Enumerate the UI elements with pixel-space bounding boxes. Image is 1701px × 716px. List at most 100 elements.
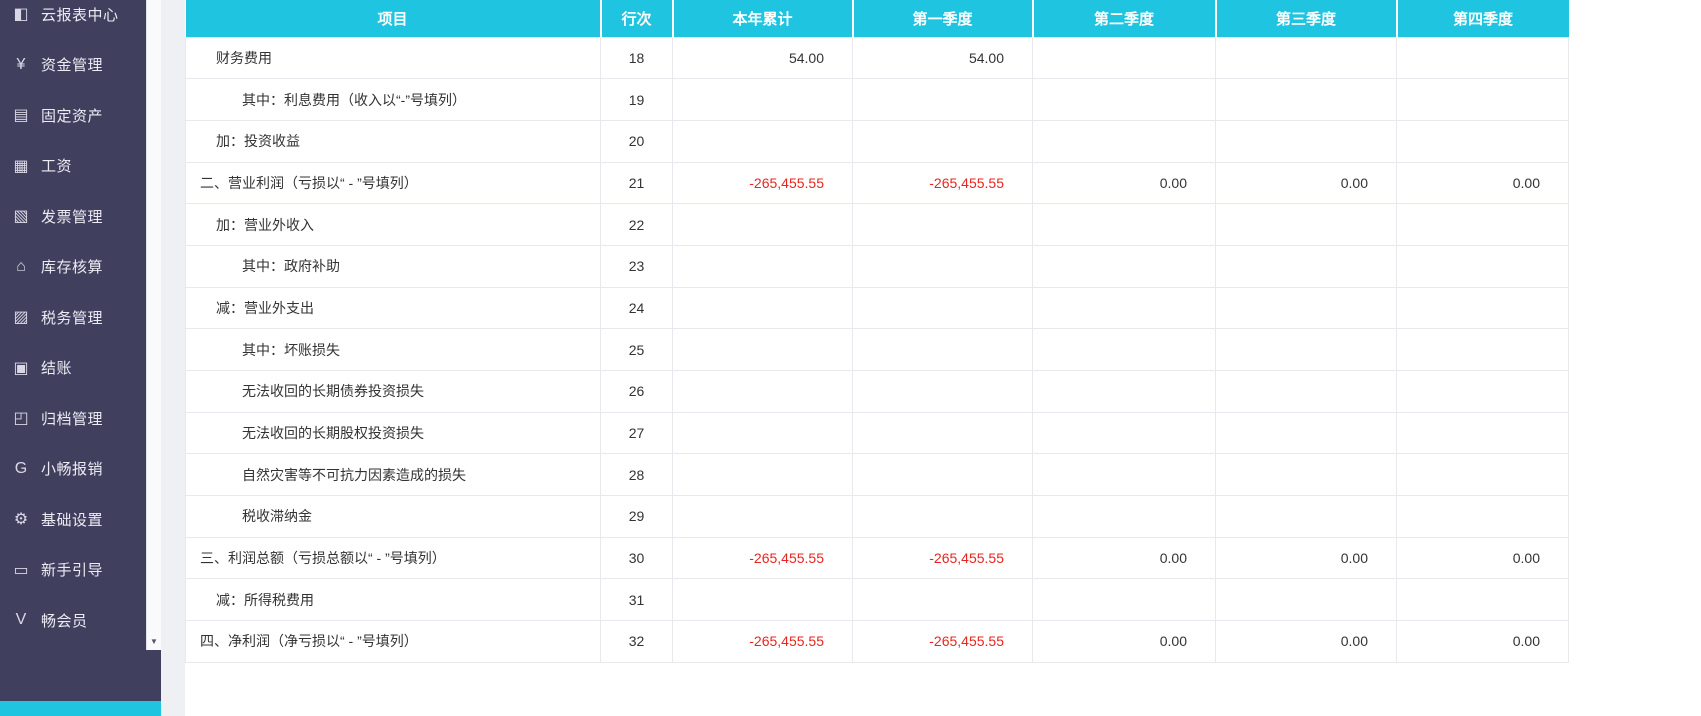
row-value-cell: 54.00 [672,36,853,80]
sidebar-item-label: 库存核算 [41,259,104,277]
sidebar-item-archive-management[interactable]: ◰ 归档管理 [0,393,161,444]
reimburse-icon: G [14,459,28,477]
row-item-label: 其中：坏账损失 [185,328,601,371]
sidebar-item-basic-settings[interactable]: ⚙ 基础设置 [0,494,161,545]
sidebar-item-tax-management[interactable]: ▨ 税务管理 [0,292,161,343]
row-line-number: 31 [600,578,673,622]
row-value-cell [852,328,1033,371]
row-value-cell [852,578,1033,622]
table-row: 三、利润总额（亏损总额以“ - ”号填列） 30 -265,455.55 -265,4… [185,536,1569,580]
row-value-cell: 0.00 [1396,536,1569,580]
row-value-cell [1396,36,1569,80]
row-value-cell: 0.00 [1215,161,1397,205]
row-value-cell [1396,286,1569,330]
invoice-icon: ▧ [13,208,29,226]
fixed-assets-icon: ▤ [13,107,29,125]
scroll-down-arrow-icon[interactable]: ▼ [150,637,158,646]
sidebar-item-label: 归档管理 [41,410,104,428]
row-item-label: 加：营业外收入 [185,203,601,246]
row-value-cell [672,119,853,163]
salary-icon: ▦ [13,157,29,175]
col-header-line: 行次 [600,0,674,37]
row-value-cell [1032,244,1216,288]
row-value-cell [852,244,1033,288]
table-row: 减：所得税费用 31 [185,578,1569,622]
row-value-cell [1215,36,1397,80]
cloud-report-icon: ◧ [13,6,29,24]
sidebar-item-closing[interactable]: ▣ 结账 [0,343,161,394]
sidebar-item-label: 云报表中心 [41,6,119,24]
row-value-cell [1032,36,1216,80]
row-value-cell [1396,119,1569,163]
table-header-row: 项目 行次 本年累计 第一季度 第二季度 第三季度 第四季度 [185,0,1569,37]
col-header-q2: 第二季度 [1032,0,1217,37]
row-line-number: 28 [600,453,673,497]
sidebar-item-label: 结账 [41,360,73,378]
sidebar-item-selected-partial[interactable] [0,701,161,716]
row-value-cell [1032,453,1216,497]
table-row: 无法收回的长期债券投资损失 26 [185,370,1569,413]
sidebar-item-cloud-report-center[interactable]: ◧ 云报表中心 [0,0,161,40]
tax-icon: ▨ [13,309,29,327]
row-item-label: 加：投资收益 [185,119,601,163]
profit-statement-table: 项目 行次 本年累计 第一季度 第二季度 第三季度 第四季度 财务费用 18 54.… [185,0,1569,663]
row-line-number: 20 [600,119,673,163]
guide-icon: ▭ [13,561,29,579]
row-value-cell [1215,78,1397,121]
row-value-cell [1032,203,1216,246]
row-value-cell [672,411,853,455]
row-value-cell [1215,453,1397,497]
row-item-label: 其中：利息费用（收入以“-”号填列） [185,78,601,121]
row-value-cell [852,453,1033,497]
row-value-cell [852,370,1033,413]
sidebar-item-inventory-accounting[interactable]: ⌂ 库存核算 [0,242,161,293]
col-header-q1: 第一季度 [852,0,1034,37]
sidebar-item-fund-management[interactable]: ¥ 资金管理 [0,40,161,91]
row-value-cell [672,578,853,622]
sidebar-scrollbar[interactable]: ▼ [146,0,161,650]
row-value-cell [1032,578,1216,622]
row-value-cell: -265,455.55 [852,536,1033,580]
row-value-cell [1215,370,1397,413]
fund-money-icon: ¥ [16,55,26,73]
row-value-cell [1396,328,1569,371]
row-value-cell [1215,119,1397,163]
col-header-item: 项目 [185,0,602,37]
table-row: 税收滞纳金 29 [185,495,1569,538]
row-line-number: 18 [600,36,673,80]
settings-gear-icon: ⚙ [13,511,29,529]
row-value-cell: 0.00 [1032,161,1216,205]
row-item-label: 三、利润总额（亏损总额以“ - ”号填列） [185,536,601,580]
row-value-cell [1396,495,1569,538]
closing-icon: ▣ [13,359,29,377]
row-value-cell [852,286,1033,330]
row-line-number: 25 [600,328,673,371]
row-value-cell [1396,453,1569,497]
table-row: 二、营业利润（亏损以“ - ”号填列） 21 -265,455.55 -265,455… [185,161,1569,205]
row-value-cell: -265,455.55 [672,536,853,580]
table-row: 加：营业外收入 22 [185,203,1569,246]
sidebar-item-invoice-management[interactable]: ▧ 发票管理 [0,191,161,242]
row-value-cell [672,328,853,371]
content-gutter [161,0,185,716]
row-value-cell [672,78,853,121]
sidebar-item-novice-guide[interactable]: ▭ 新手引导 [0,545,161,596]
sidebar-item-salary[interactable]: ▦ 工资 [0,141,161,192]
col-header-ytd: 本年累计 [672,0,854,37]
sidebar-item-chang-member[interactable]: V 畅会员 [0,595,161,646]
row-value-cell [1032,495,1216,538]
row-value-cell [672,495,853,538]
row-item-label: 自然灾害等不可抗力因素造成的损失 [185,453,601,497]
sidebar-item-fixed-assets[interactable]: ▤ 固定资产 [0,90,161,141]
row-value-cell: 0.00 [1396,161,1569,205]
row-item-label: 减：所得税费用 [185,578,601,622]
row-item-label: 四、净利润（净亏损以“ - ”号填列） [185,620,601,663]
row-value-cell [672,244,853,288]
row-line-number: 19 [600,78,673,121]
row-value-cell [1396,203,1569,246]
row-value-cell [852,203,1033,246]
sidebar-item-xiaochang-reimburse[interactable]: G 小畅报销 [0,444,161,495]
row-value-cell [672,453,853,497]
row-value-cell [852,119,1033,163]
